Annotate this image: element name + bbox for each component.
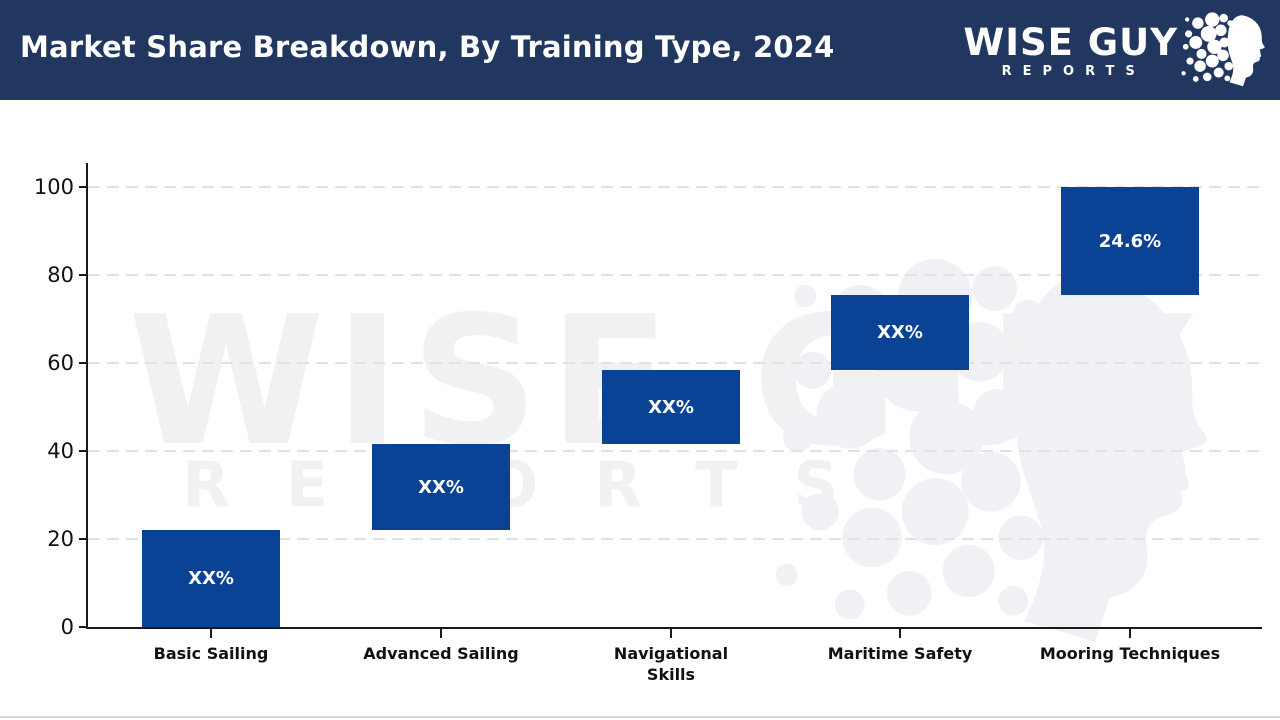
plot-region: 0 20 40 60 80 100 XX% Basic Sailing XX% Advanced … xyxy=(0,100,1280,720)
category-label: Advanced Sailing xyxy=(363,644,519,663)
x-tick-mark xyxy=(440,629,442,638)
chart-area: WISE GUY REPORTS 0 20 40 60 80 100 XX% Basic Sa… xyxy=(0,100,1280,720)
bar-basic-sailing: XX% xyxy=(142,530,280,627)
y-tick-label: 100 xyxy=(33,175,74,199)
category-label: Mooring Techniques xyxy=(1039,644,1221,663)
bar-advanced-sailing: XX% xyxy=(372,443,510,531)
category-label: Maritime Safety xyxy=(827,644,973,663)
category-label: Navigational Skills xyxy=(613,644,729,684)
y-tick-mark xyxy=(79,538,86,540)
logo-head-icon xyxy=(1181,12,1265,87)
logo-wordmark: WISE GUY REPORTS xyxy=(963,24,1178,78)
y-tick-mark xyxy=(79,450,86,452)
y-tick-label: 80 xyxy=(47,263,74,287)
logo-word: WISE GUY xyxy=(963,21,1178,64)
x-tick-mark xyxy=(1129,629,1131,638)
y-tick-label: 0 xyxy=(60,615,74,639)
logo-subtext: REPORTS xyxy=(1001,64,1146,79)
y-tick-label: 20 xyxy=(47,527,74,551)
y-tick-mark xyxy=(79,274,86,276)
y-axis-line xyxy=(86,163,88,629)
y-tick-label: 60 xyxy=(47,351,74,375)
watermark-subtext: REPORTS xyxy=(182,448,895,521)
wiseguy-logo: WISE GUY REPORTS xyxy=(963,0,1266,100)
bar-value-label: XX% xyxy=(188,568,234,590)
x-axis-line xyxy=(86,627,1262,629)
x-tick-mark xyxy=(899,629,901,638)
bar-value-label: XX% xyxy=(877,322,923,344)
bar-value-label: XX% xyxy=(418,476,464,498)
y-tick-mark xyxy=(79,186,86,188)
bar-value-label: 24.6% xyxy=(1098,230,1162,252)
bar-mooring-techniques: 24.6% xyxy=(1061,187,1199,296)
x-tick-mark xyxy=(210,629,212,638)
y-tick-label: 40 xyxy=(47,439,74,463)
bar-maritime-safety: XX% xyxy=(831,295,969,371)
chart-title: Market Share Breakdown, By Training Type… xyxy=(20,30,835,64)
category-label: Basic Sailing xyxy=(153,644,269,663)
bar-value-label: XX% xyxy=(648,396,694,418)
y-tick-mark xyxy=(79,626,86,628)
bar-navigational-skills: XX% xyxy=(602,370,740,444)
y-tick-mark xyxy=(79,362,86,364)
header-bar: Market Share Breakdown, By Training Type… xyxy=(0,0,1280,100)
x-tick-mark xyxy=(670,629,672,638)
bottom-divider xyxy=(0,716,1280,718)
